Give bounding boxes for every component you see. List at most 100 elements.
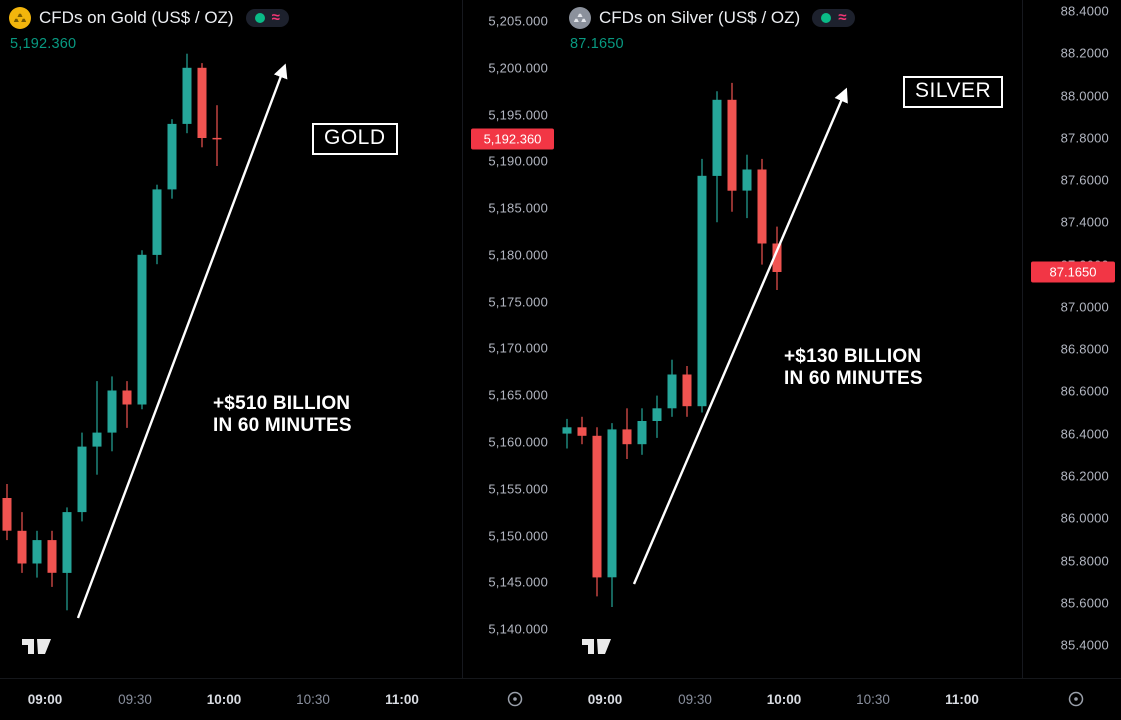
candle — [212, 105, 222, 166]
silver-symbol-title: CFDs on Silver (US$ / OZ) — [599, 8, 801, 27]
price-tick: 5,175.000 — [488, 294, 548, 310]
price-tick: 87.4000 — [1060, 214, 1109, 230]
gold-time-axis[interactable]: 09:00 09:30 10:00 10:30 11:00 — [0, 678, 560, 720]
price-tick: 5,185.000 — [488, 200, 548, 216]
candle — [697, 158, 707, 413]
tradingview-logo[interactable] — [20, 634, 54, 663]
candle — [62, 507, 72, 611]
tradingview-logo[interactable] — [580, 634, 614, 663]
gold-panel: CFDs on Gold (US$ / OZ) ≈ 5,192.360 GOLD… — [0, 0, 560, 720]
candle — [652, 395, 662, 438]
price-tick: 87.6000 — [1060, 172, 1109, 188]
approx-price-icon: ≈ — [271, 9, 280, 26]
price-tick: 86.2000 — [1060, 468, 1109, 484]
candle — [592, 427, 602, 597]
candle — [17, 512, 27, 573]
price-tick: 5,150.000 — [488, 528, 548, 543]
time-label: 11:00 — [385, 692, 419, 707]
candle — [757, 158, 767, 265]
candle — [772, 226, 782, 290]
time-label: 10:00 — [206, 692, 242, 707]
silver-header: CFDs on Silver (US$ / OZ) ≈ — [569, 7, 856, 29]
candle — [182, 53, 192, 134]
time-label: 09:30 — [678, 692, 712, 707]
silver-chart-area[interactable]: CFDs on Silver (US$ / OZ) ≈ 87.1650 SILV… — [560, 0, 1022, 678]
price-tick: 86.4000 — [1060, 426, 1109, 442]
silver-time-axis[interactable]: 09:00 09:30 10:00 10:30 11:00 — [560, 678, 1121, 720]
candle — [577, 416, 587, 445]
candle — [682, 366, 692, 417]
candle — [137, 250, 147, 410]
price-tick: 85.6000 — [1060, 595, 1109, 611]
price-tick: 85.8000 — [1060, 553, 1109, 568]
candle — [622, 408, 632, 459]
clock-settings-icon[interactable] — [506, 690, 524, 713]
candle — [2, 484, 12, 541]
silver-current-price: 87.1650 — [570, 36, 624, 52]
clock-settings-icon[interactable] — [1067, 690, 1085, 713]
candle — [742, 154, 752, 219]
gold-symbol-title: CFDs on Gold (US$ / OZ) — [39, 8, 234, 27]
candle — [167, 119, 177, 199]
candle — [122, 381, 132, 428]
candle — [47, 530, 57, 587]
price-tick: 85.4000 — [1060, 637, 1109, 653]
price-tick: 88.4000 — [1060, 3, 1109, 19]
time-label: 10:30 — [296, 692, 330, 707]
time-label: 09:30 — [118, 692, 152, 707]
gold-price-axis[interactable]: 5,140.000 5,145.000 5,150.000 5,155.000 5,16… — [462, 0, 560, 678]
price-tick: 86.0000 — [1060, 510, 1109, 526]
silver-annotation: +$130 BILLION IN 60 MINUTES — [784, 346, 923, 390]
candle — [667, 359, 677, 417]
candle — [152, 184, 162, 265]
price-tick: 5,205.000 — [488, 13, 548, 29]
last-price-badge: 87.1650 — [1031, 261, 1115, 283]
price-tick: 87.0000 — [1060, 299, 1109, 315]
time-label: 09:00 — [27, 692, 63, 707]
price-tick: 5,140.000 — [488, 621, 548, 637]
gold-market-status-pill[interactable]: ≈ — [245, 9, 289, 27]
candle — [32, 530, 42, 578]
silver-price-axis[interactable]: 85.4000 85.6000 85.8000 86.0000 86.2000 86.40… — [1022, 0, 1121, 678]
silver-tag-label: SILVER — [903, 76, 1004, 108]
candle — [562, 418, 572, 449]
silver-icon — [569, 7, 591, 29]
time-label: 09:00 — [587, 692, 623, 707]
candle — [607, 423, 617, 607]
gold-tag-label: GOLD — [312, 123, 398, 155]
silver-panel: CFDs on Silver (US$ / OZ) ≈ 87.1650 SILV… — [560, 0, 1121, 720]
price-tick: 86.6000 — [1060, 383, 1109, 399]
price-tick: 5,165.000 — [488, 387, 548, 403]
time-label: 11:00 — [945, 692, 979, 707]
candle — [92, 381, 102, 475]
candle — [637, 408, 647, 455]
candle — [727, 82, 737, 212]
time-label: 10:00 — [766, 692, 802, 707]
gold-annotation: +$510 BILLION IN 60 MINUTES — [213, 393, 352, 437]
price-tick: 88.0000 — [1060, 88, 1109, 103]
candle — [77, 432, 87, 522]
price-tick: 5,195.000 — [488, 107, 548, 122]
price-tick: 5,160.000 — [488, 434, 548, 450]
price-tick: 5,170.000 — [488, 340, 548, 356]
last-price-badge: 5,192.360 — [471, 128, 554, 150]
candle — [712, 91, 722, 223]
gold-icon — [9, 7, 31, 29]
candle — [197, 63, 207, 148]
market-open-dot-icon — [821, 13, 832, 23]
approx-price-icon: ≈ — [838, 9, 847, 26]
candle — [107, 376, 117, 452]
gold-candlestick-chart — [2, 53, 222, 611]
price-tick: 5,145.000 — [488, 574, 548, 590]
gold-current-price: 5,192.360 — [10, 36, 77, 52]
price-tick: 5,180.000 — [488, 247, 548, 263]
market-open-dot-icon — [254, 13, 265, 23]
price-tick: 5,155.000 — [488, 481, 548, 497]
silver-market-status-pill[interactable]: ≈ — [812, 9, 856, 27]
price-tick: 5,200.000 — [488, 60, 548, 76]
price-tick: 5,190.000 — [488, 153, 548, 169]
gold-chart-area[interactable]: CFDs on Gold (US$ / OZ) ≈ 5,192.360 GOLD… — [0, 0, 462, 678]
price-tick: 87.8000 — [1060, 130, 1109, 146]
price-tick: 88.2000 — [1060, 45, 1109, 61]
